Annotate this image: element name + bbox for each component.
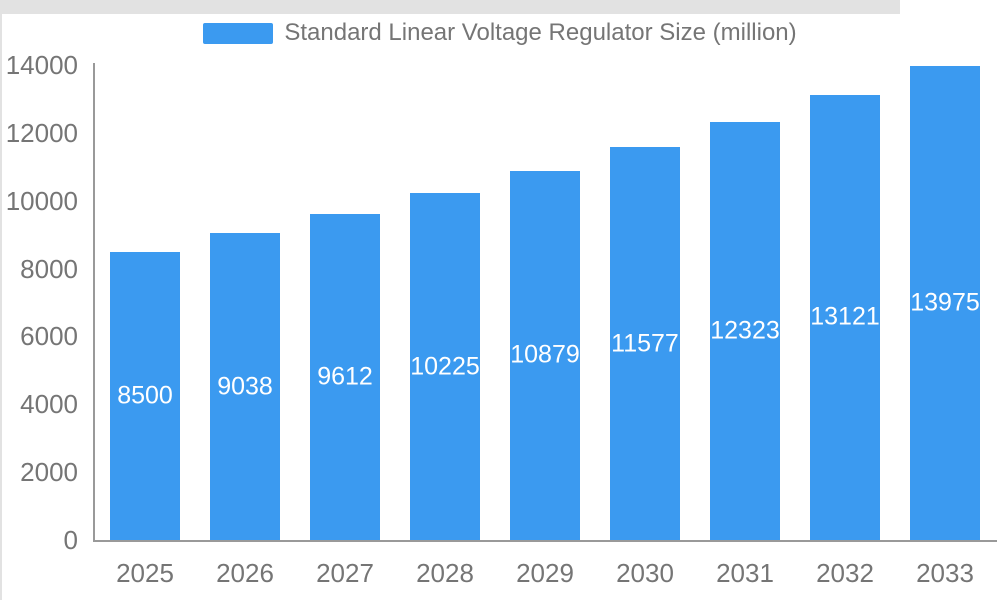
x-tick-label: 2025 (116, 558, 174, 588)
bar[interactable]: 11577 (610, 147, 680, 540)
h-gridline (0, 8, 900, 10)
h-gridline (0, 12, 900, 14)
bar[interactable]: 10879 (510, 170, 580, 540)
h-gridline (0, 10, 900, 12)
bar[interactable]: 13121 (810, 94, 880, 540)
h-gridline (0, 0, 900, 2)
bar[interactable]: 10225 (410, 193, 480, 540)
y-tick-label: 10000 (5, 185, 78, 216)
bar[interactable]: 12323 (710, 121, 780, 540)
bar-value-label: 10225 (410, 352, 480, 381)
x-tick-label: 2032 (816, 558, 874, 588)
y-tick-label: 14000 (5, 50, 78, 80)
bar-value-label: 13975 (910, 288, 980, 317)
y-tick-label: 4000 (20, 389, 78, 420)
bar-value-label: 12323 (710, 316, 780, 345)
v-gridline (0, 14, 2, 489)
legend-item[interactable]: Standard Linear Voltage Regulator Size (… (0, 18, 1000, 48)
bar[interactable]: 9038 (210, 233, 280, 540)
bar-value-label: 11577 (611, 329, 679, 358)
bar[interactable]: 8500 (110, 251, 180, 540)
x-tick-label: 2033 (916, 558, 974, 588)
h-gridline (0, 2, 900, 4)
y-axis-line (93, 63, 95, 542)
x-tick-label: 2028 (416, 558, 474, 588)
h-gridline (0, 6, 900, 8)
x-tick-label: 2031 (716, 558, 774, 588)
y-tick-label: 12000 (5, 117, 78, 148)
bar-value-label: 13121 (810, 302, 880, 331)
bar-value-label: 8500 (117, 381, 173, 410)
x-axis-line (93, 540, 997, 542)
y-tick-label: 2000 (20, 457, 78, 488)
bar[interactable]: 9612 (310, 213, 380, 540)
bar[interactable]: 13975 (910, 65, 980, 540)
v-gridline (0, 489, 2, 600)
x-tick-label: 2029 (516, 558, 574, 588)
y-tick-label: 6000 (20, 321, 78, 352)
y-tick-label: 8000 (20, 253, 78, 284)
x-tick-label: 2027 (316, 558, 374, 588)
legend-swatch (203, 22, 274, 44)
bar-value-label: 10879 (510, 340, 580, 369)
x-tick-label: 2026 (216, 558, 274, 588)
legend-label: Standard Linear Voltage Regulator Size (… (284, 19, 797, 46)
h-gridline (0, 4, 900, 6)
bar-value-label: 9612 (317, 362, 373, 391)
bar-value-label: 9038 (217, 372, 273, 401)
x-tick-label: 2030 (616, 558, 674, 588)
y-tick-label: 0 (63, 525, 78, 555)
